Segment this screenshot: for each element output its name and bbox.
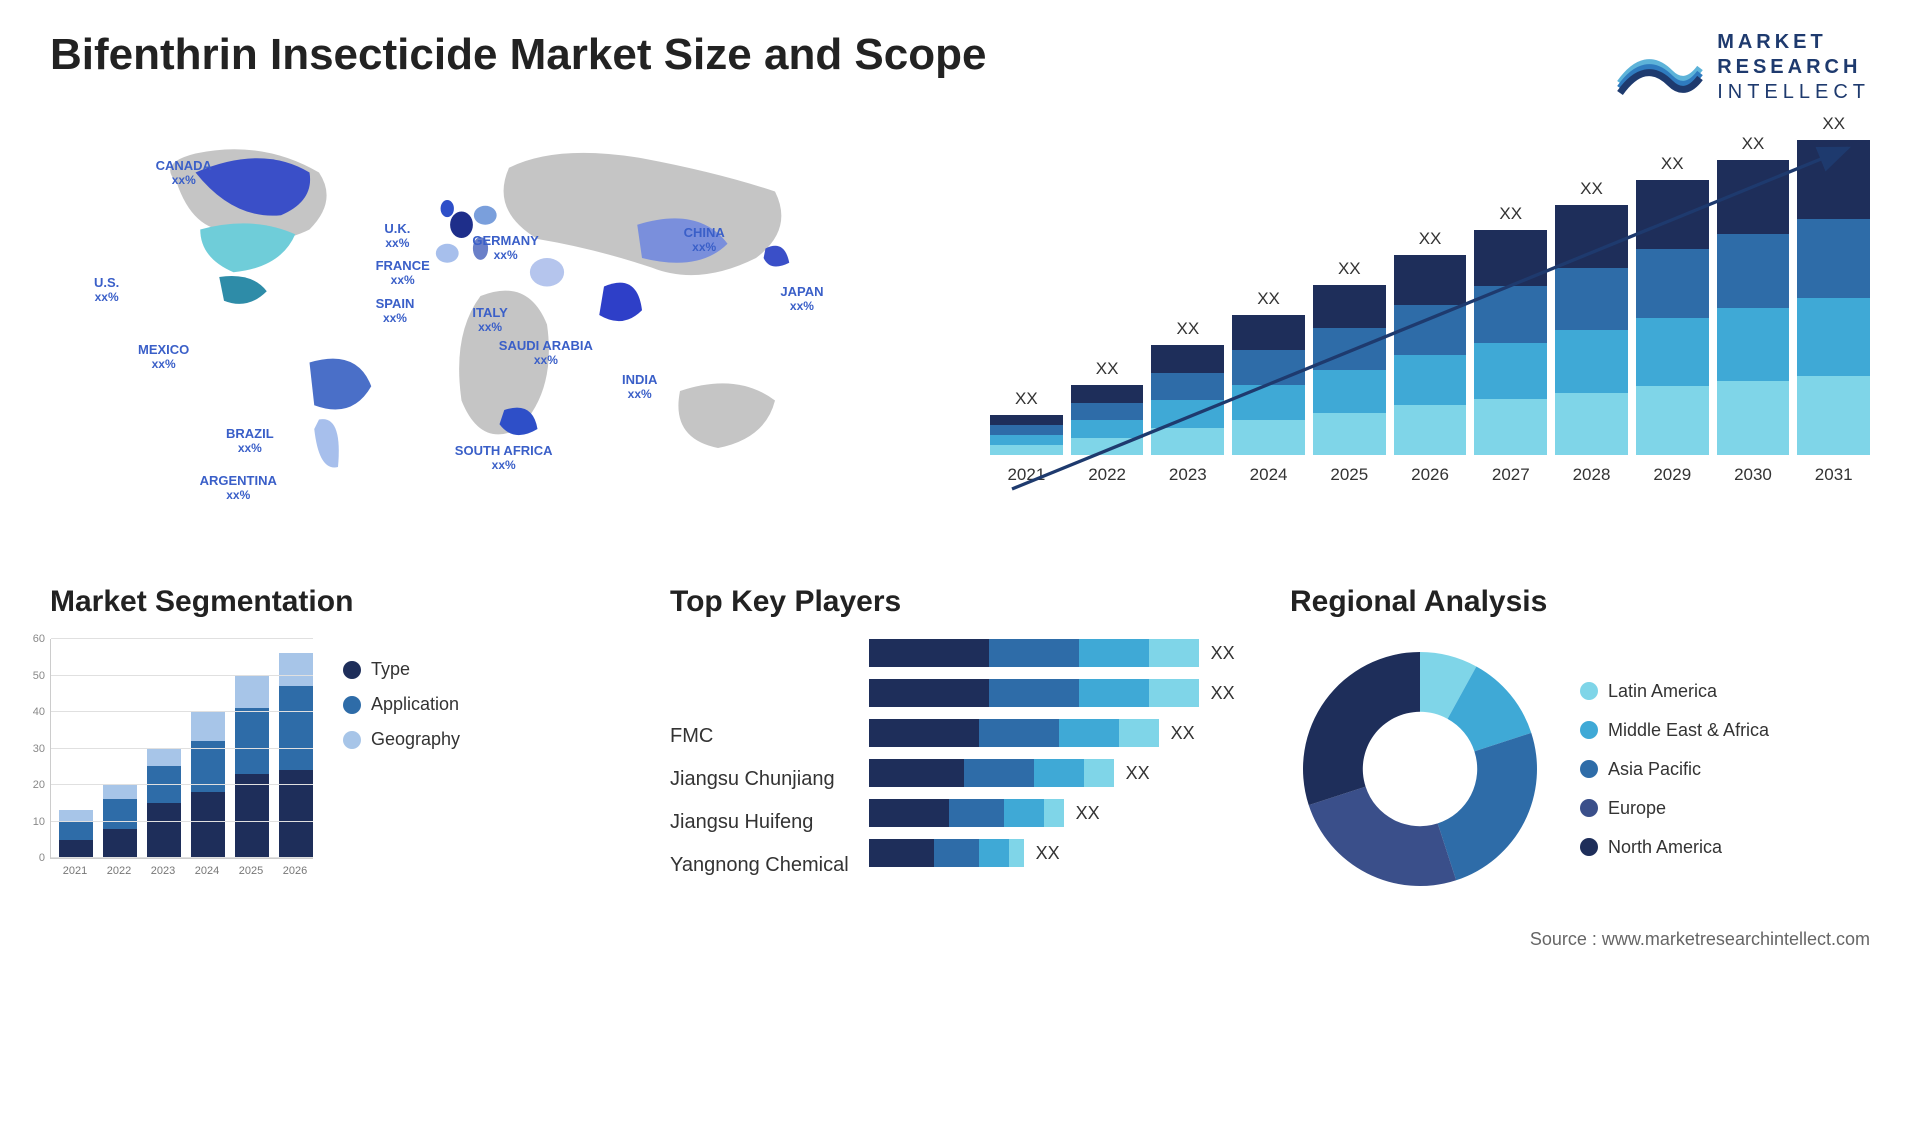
map-germany	[474, 206, 497, 225]
kp-row: XX	[869, 799, 1250, 827]
growth-bar-2021: XX2021	[990, 389, 1063, 485]
kp-row: XX	[869, 679, 1250, 707]
ra-legend-item: Asia Pacific	[1580, 759, 1769, 780]
seg-legend-type: Type	[343, 659, 460, 680]
kp-row: XX	[869, 759, 1250, 787]
growth-bar-2030: XX2030	[1717, 134, 1790, 485]
growth-bar-2025: XX2025	[1313, 259, 1386, 485]
ra-legend-item: Europe	[1580, 798, 1769, 819]
segmentation-panel: Market Segmentation 0102030405060 202120…	[50, 585, 630, 899]
map-label-mexico: MEXICOxx%	[138, 343, 189, 372]
map-brazil	[310, 359, 372, 410]
map-label-uk: U.K.xx%	[384, 222, 410, 251]
map-japan	[764, 246, 790, 267]
ra-legend-item: Latin America	[1580, 681, 1769, 702]
seg-legend-application: Application	[343, 694, 460, 715]
growth-bar-2031: XX2031	[1797, 114, 1870, 485]
map-label-spain: SPAINxx%	[376, 297, 415, 326]
regional-donut	[1290, 639, 1550, 899]
source-text: Source : www.marketresearchintellect.com	[50, 929, 1870, 950]
world-map-panel: CANADAxx% U.S.xx% MEXICOxx% BRAZILxx% ARGENT…	[50, 125, 930, 545]
keyplayers-title: Top Key Players	[670, 585, 1250, 619]
keyplayers-panel: Top Key Players FMC Jiangsu Chunjiang Jian…	[670, 585, 1250, 899]
growth-bar-2022: XX2022	[1071, 359, 1144, 485]
regional-panel: Regional Analysis Latin America Middle Ea…	[1290, 585, 1870, 899]
map-label-italy: ITALYxx%	[472, 306, 507, 335]
map-mexico	[219, 276, 267, 304]
regional-title: Regional Analysis	[1290, 585, 1870, 619]
map-label-saudiarabia: SAUDI ARABIAxx%	[499, 339, 593, 368]
donut-slice-north-america	[1303, 652, 1420, 805]
map-label-brazil: BRAZILxx%	[226, 427, 274, 456]
map-label-france: FRANCExx%	[376, 259, 430, 288]
map-india	[599, 283, 642, 321]
kp-label: Jiangsu Chunjiang	[670, 768, 849, 796]
growth-bar-2028: XX2028	[1555, 179, 1628, 485]
ra-legend-item: Middle East & Africa	[1580, 720, 1769, 741]
seg-bar-2026	[279, 653, 313, 858]
segmentation-title: Market Segmentation	[50, 585, 630, 619]
map-label-germany: GERMANYxx%	[472, 234, 538, 263]
kp-label: Yangnong Chemical	[670, 854, 849, 882]
logo-text: MARKET RESEARCH INTELLECT	[1717, 30, 1870, 105]
growth-chart-panel: XX2021XX2022XX2023XX2024XX2025XX2026XX20…	[990, 125, 1870, 545]
growth-bar-2024: XX2024	[1232, 289, 1305, 485]
growth-bar-2029: XX2029	[1636, 154, 1709, 485]
seg-bar-2025	[235, 675, 269, 858]
header: Bifenthrin Insecticide Market Size and S…	[50, 30, 1870, 105]
kp-row: XX	[869, 639, 1250, 667]
map-france	[450, 211, 473, 238]
map-label-southafrica: SOUTH AFRICAxx%	[455, 444, 553, 473]
ra-legend-item: North America	[1580, 837, 1769, 858]
map-label-china: CHINAxx%	[684, 226, 725, 255]
donut-slice-europe	[1309, 787, 1456, 886]
growth-bar-2027: XX2027	[1474, 204, 1547, 485]
donut-slice-asia-pacific	[1438, 733, 1537, 880]
page-title: Bifenthrin Insecticide Market Size and S…	[50, 30, 986, 80]
map-label-argentina: ARGENTINAxx%	[200, 474, 277, 503]
map-label-india: INDIAxx%	[622, 373, 657, 402]
growth-bar-2026: XX2026	[1394, 229, 1467, 485]
growth-bar-2023: XX2023	[1151, 319, 1224, 485]
map-argentina	[314, 419, 339, 467]
kp-row: XX	[869, 719, 1250, 747]
kp-row: XX	[869, 839, 1250, 867]
kp-label: Jiangsu Huifeng	[670, 811, 849, 839]
map-label-canada: CANADAxx%	[156, 159, 212, 188]
logo-icon	[1615, 38, 1705, 98]
kp-label	[670, 682, 849, 710]
kp-label: FMC	[670, 725, 849, 753]
logo: MARKET RESEARCH INTELLECT	[1615, 30, 1870, 105]
seg-bar-2023	[147, 748, 181, 858]
map-us	[200, 223, 295, 272]
map-label-japan: JAPANxx%	[780, 285, 823, 314]
map-spain	[436, 244, 459, 263]
map-label-us: U.S.xx%	[94, 276, 119, 305]
map-uk	[441, 200, 454, 217]
seg-legend-geography: Geography	[343, 729, 460, 750]
seg-bar-2021	[59, 810, 93, 858]
kp-label	[670, 639, 849, 667]
